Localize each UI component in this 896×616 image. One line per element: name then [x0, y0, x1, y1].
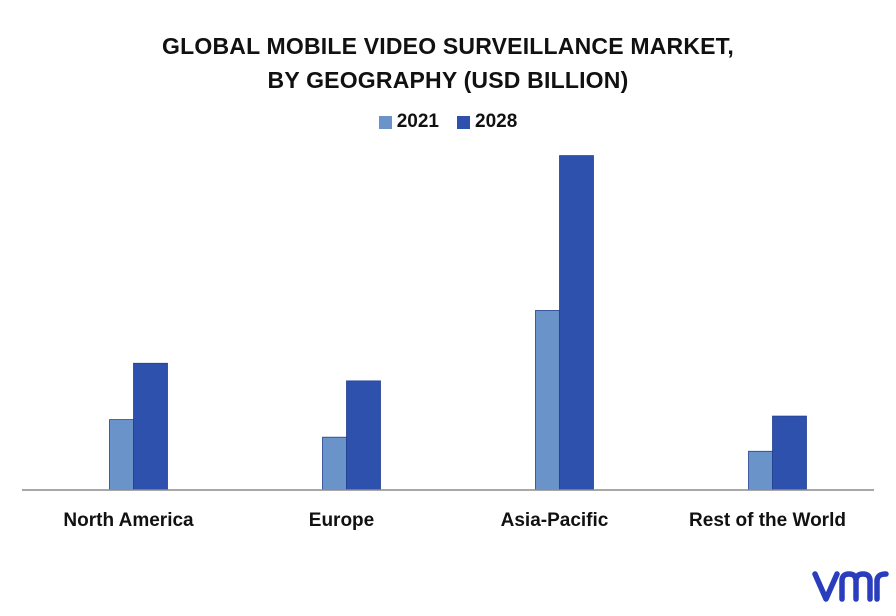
- bar-2028-europe: [346, 380, 381, 491]
- x-tick-label-asia-pacific: Asia-Pacific: [501, 510, 609, 531]
- bar-2021-asia-pacific: [535, 310, 560, 491]
- bar-2021-rest-of-the-world: [748, 450, 773, 491]
- bar-2021-north-america: [109, 419, 134, 491]
- chart-title-line-1: GLOBAL MOBILE VIDEO SURVEILLANCE MARKET,: [162, 33, 734, 59]
- bar-2028-asia-pacific: [559, 155, 594, 491]
- x-tick-label-north-america: North America: [63, 510, 194, 531]
- vmr-logo: [812, 571, 889, 602]
- legend-label-2021: 2021: [396, 111, 439, 132]
- legend-swatch-2028: [457, 115, 470, 129]
- legend-item-2028: 2028: [457, 111, 517, 133]
- legend-item-2021: 2021: [378, 111, 439, 133]
- chart-title-line-2: BY GEOGRAPHY (USD BILLION): [267, 67, 629, 93]
- legend-swatch-2021: [378, 115, 392, 129]
- bar-2028-rest-of-the-world: [772, 415, 807, 491]
- x-tick-label-europe: Europe: [309, 510, 374, 531]
- bar-2021-europe: [322, 436, 347, 491]
- bar-2028-north-america: [133, 362, 168, 491]
- chart-legend: 2021 2028: [0, 111, 896, 133]
- legend-label-2028: 2028: [475, 111, 518, 132]
- x-tick-label-rest-of-the-world: Rest of the World: [689, 510, 846, 531]
